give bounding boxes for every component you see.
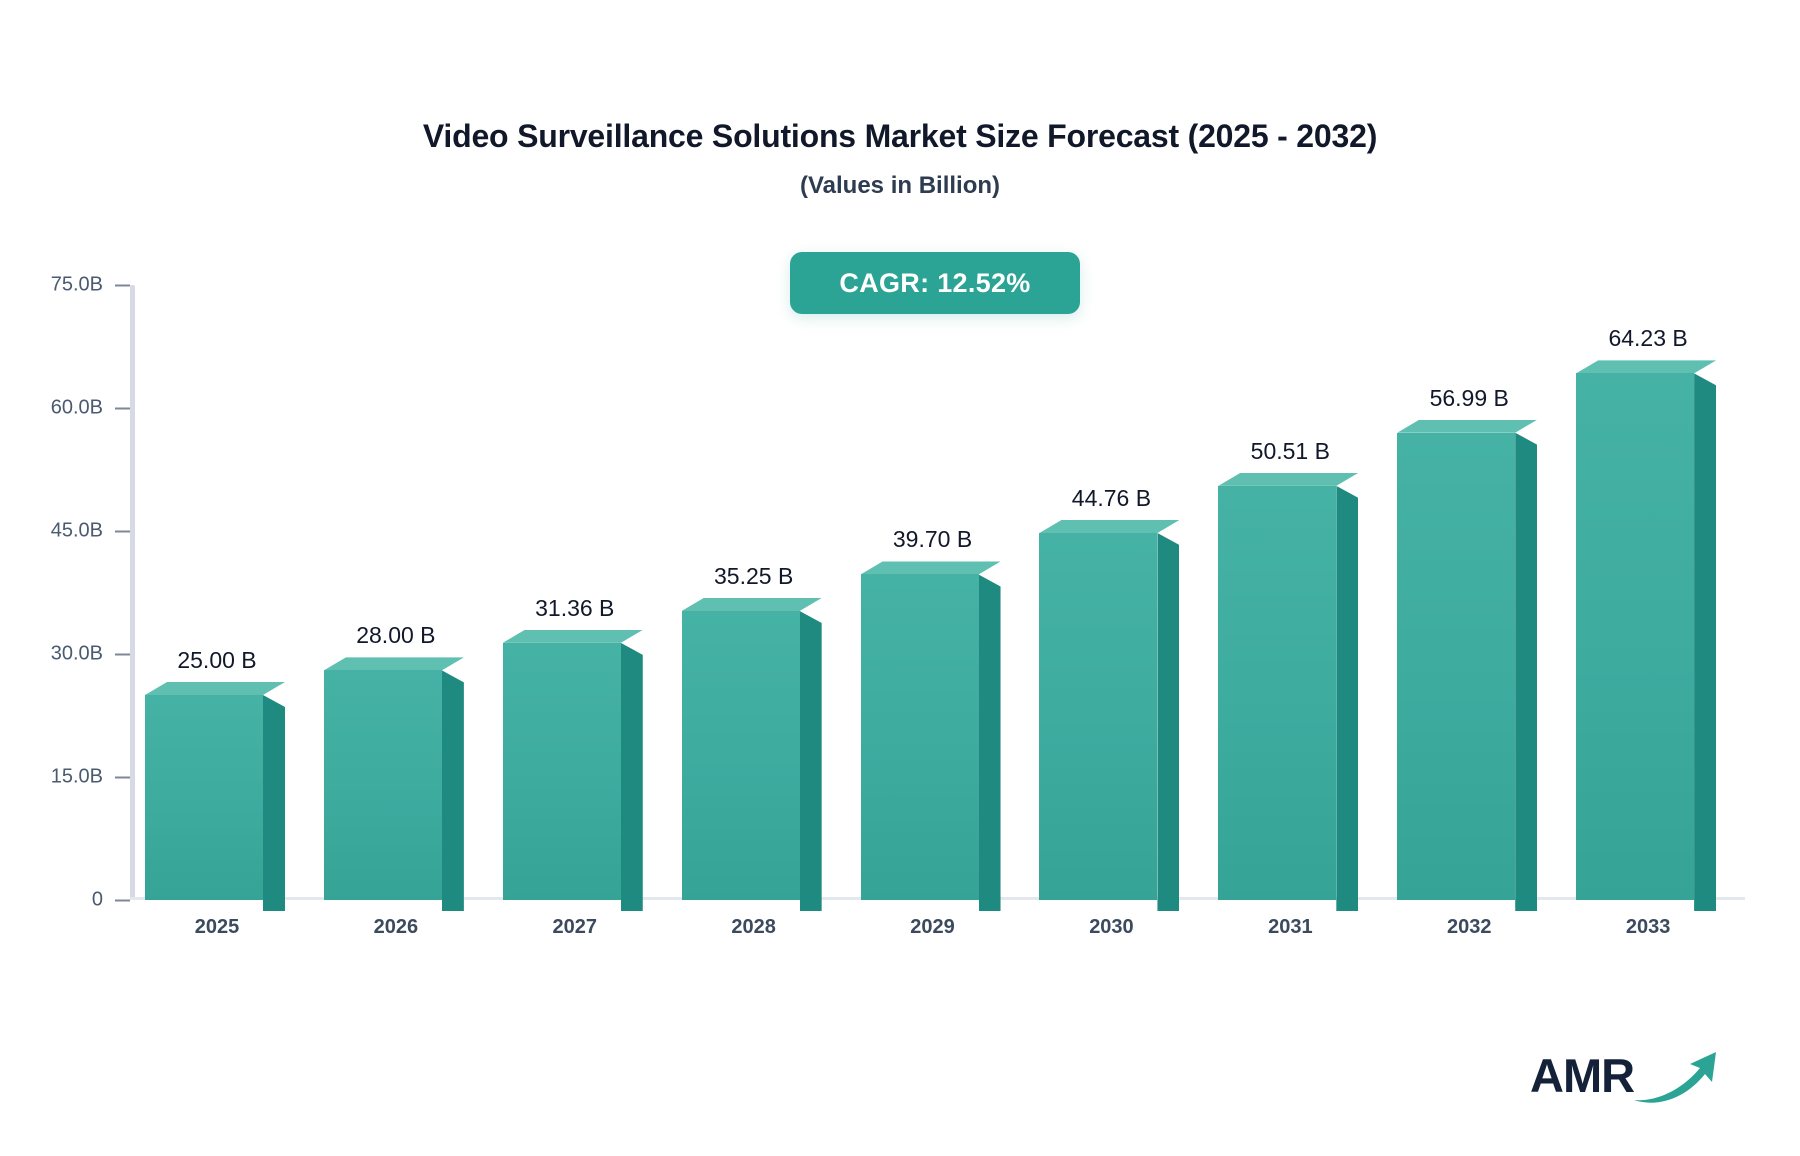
bar-2027[interactable] xyxy=(502,629,643,911)
logo-text: AMR xyxy=(1530,1049,1635,1102)
bar-2030[interactable] xyxy=(1039,519,1180,911)
x-axis-tick-label: 2031 xyxy=(1268,916,1313,938)
bar-value-label: 50.51 B xyxy=(1250,437,1330,464)
bar-top-face xyxy=(1576,360,1717,374)
y-axis-tick-label: 0 xyxy=(91,888,103,911)
y-axis-tick-label: 45.0B xyxy=(50,519,103,542)
bar-2033[interactable] xyxy=(1576,360,1717,911)
y-axis-tick-dash xyxy=(115,407,130,409)
page-subtitle: (Values in Billion) xyxy=(799,172,1001,199)
bar-group xyxy=(502,285,643,911)
x-axis-tick-label: 2025 xyxy=(194,916,240,938)
bar-2026[interactable] xyxy=(323,657,464,911)
bar-front-face xyxy=(502,642,621,900)
bar-series: 25.00 B 28.00 B 31.36 B 35.25 B 39.70 B 44.76… xyxy=(135,285,1745,911)
bar-group xyxy=(323,285,464,911)
bar-group xyxy=(860,285,1001,911)
y-axis-tick: 0 xyxy=(11,889,130,912)
bar-2029[interactable] xyxy=(860,561,1001,911)
bar-side-face xyxy=(1157,532,1180,911)
bar-front-face xyxy=(1039,532,1158,900)
bar-group xyxy=(681,285,822,911)
bar-front-face xyxy=(681,610,800,900)
amr-logo: AMR xyxy=(1530,1040,1720,1112)
bar-2031[interactable] xyxy=(1218,472,1359,911)
bar-top-face xyxy=(681,597,822,611)
x-axis-tick-label: 2028 xyxy=(731,916,776,938)
bar-value-label: 39.70 B xyxy=(892,526,973,553)
y-axis: 75.0B 60.0B 45.0B 30.0B 15.0B 0 xyxy=(0,274,130,911)
bar-value-label: 31.36 B xyxy=(535,594,615,621)
bar-front-face xyxy=(145,695,263,900)
bar-side-face xyxy=(620,642,643,911)
y-axis-tick: 30.0B xyxy=(11,643,130,666)
x-axis-tick-label: 2032 xyxy=(1446,916,1492,938)
x-axis-tick-label: 2030 xyxy=(1089,916,1134,938)
bar-value-label: 35.25 B xyxy=(714,562,794,589)
bar-group xyxy=(145,285,285,911)
page-title: Video Surveillance Solutions Market Size… xyxy=(422,118,1378,154)
bar-side-face xyxy=(441,670,464,911)
bar-group xyxy=(1576,285,1717,911)
bar-value-label: 64.23 B xyxy=(1608,325,1688,352)
bar-value-label: 56.99 B xyxy=(1429,384,1509,411)
bar-top-face xyxy=(860,561,1001,575)
bar-side-face xyxy=(978,574,1001,911)
y-axis-tick-dash xyxy=(115,653,130,655)
bar-2025[interactable] xyxy=(145,682,285,911)
bar-top-face xyxy=(502,629,643,643)
x-axis-tick-label: 2026 xyxy=(373,916,419,938)
x-axis-tick-label: 2029 xyxy=(910,916,955,938)
bar-side-face xyxy=(1336,485,1359,911)
cagr-badge: CAGR: 12.52% xyxy=(790,252,1080,314)
bar-top-face xyxy=(323,657,464,671)
bar-side-face xyxy=(799,610,822,911)
bar-side-face xyxy=(1694,373,1717,911)
bar-group xyxy=(1397,285,1538,911)
y-axis-tick-dash xyxy=(115,899,130,901)
y-axis-tick-dash xyxy=(115,284,130,286)
y-axis-tick: 75.0B xyxy=(11,274,130,297)
y-axis-tick: 45.0B xyxy=(11,520,130,543)
y-axis-tick-dash xyxy=(115,776,130,778)
bar-2032[interactable] xyxy=(1397,419,1538,911)
y-axis-tick-label: 30.0B xyxy=(50,642,103,665)
bar-value-label: 25.00 B xyxy=(177,647,257,673)
bar-top-face xyxy=(1397,419,1538,433)
bar-top-face xyxy=(1218,472,1359,486)
y-axis-tick-label: 60.0B xyxy=(50,396,103,419)
bar-front-face xyxy=(1397,432,1516,900)
bar-value-label: 28.00 B xyxy=(356,622,436,649)
y-axis-tick-label: 15.0B xyxy=(50,765,103,788)
cagr-badge-label: CAGR: 12.52% xyxy=(839,267,1031,298)
bar-2028[interactable] xyxy=(681,597,822,911)
bar-front-face xyxy=(323,670,442,900)
x-axis-tick-label: 2033 xyxy=(1625,916,1671,938)
growth-arrow-icon xyxy=(1630,1044,1720,1111)
bar-top-face xyxy=(1039,519,1180,533)
bar-value-label: 44.76 B xyxy=(1071,484,1152,511)
bar-front-face xyxy=(860,574,979,900)
y-axis-tick: 60.0B xyxy=(11,397,130,420)
bar-side-face xyxy=(1515,432,1538,911)
y-axis-tick-label: 75.0B xyxy=(50,273,103,296)
y-axis-tick-dash xyxy=(115,530,130,532)
y-axis-tick: 15.0B xyxy=(11,766,130,789)
bar-group xyxy=(1039,285,1180,911)
bar-side-face xyxy=(263,695,285,911)
x-axis-tick-label: 2027 xyxy=(552,916,598,938)
y-axis-line xyxy=(130,285,135,900)
bar-group xyxy=(1218,285,1359,911)
bar-top-face xyxy=(145,682,285,695)
bar-front-face xyxy=(1218,485,1337,900)
bar-front-face xyxy=(1576,373,1695,900)
